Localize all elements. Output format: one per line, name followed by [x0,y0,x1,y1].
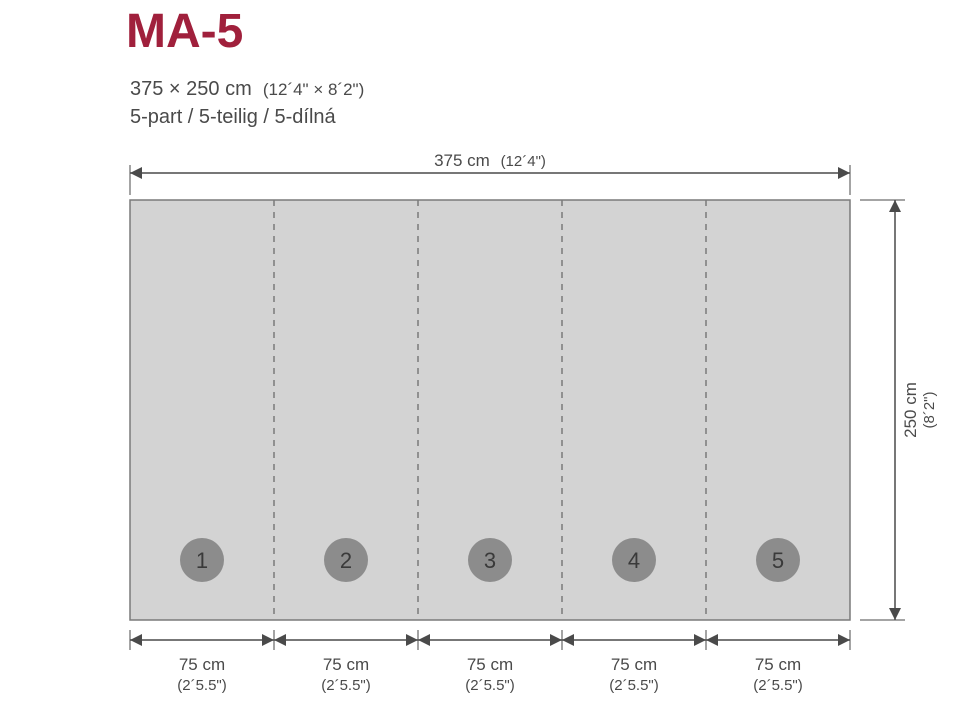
bottom-dim-imperial-2: (2´5.5") [321,677,371,694]
bottom-dim-imperial-4: (2´5.5") [609,677,659,694]
parts-description: 5-part / 5-teilig / 5-dílná [130,106,336,129]
bottom-dim-metric-3: 75 cm [467,655,513,674]
right-dimension-metric: 250 cm [901,382,920,438]
overall-dimensions-line: 375 × 250 cm (12´4" × 8´2") [130,78,364,101]
svg-text:1: 1 [196,548,208,573]
bottom-dim-imperial-3: (2´5.5") [465,677,515,694]
bottom-dim-imperial-5: (2´5.5") [753,677,803,694]
bottom-dim-metric-5: 75 cm [755,655,801,674]
svg-text:5: 5 [772,548,784,573]
overall-dimensions-imperial: (12´4" × 8´2") [263,80,364,99]
bottom-dim-metric-4: 75 cm [611,655,657,674]
panel-layout-diagram: 375 cm (12´4") 1 2 3 4 5 [60,145,940,705]
panel-number-2: 2 [324,538,368,582]
bottom-dim-imperial-1: (2´5.5") [177,677,227,694]
right-dimension-imperial: (8´2") [921,392,938,429]
bottom-dim-metric-1: 75 cm [179,655,225,674]
panel-number-4: 4 [612,538,656,582]
overall-dimensions-metric: 375 × 250 cm [130,78,252,100]
product-code-title: MA-5 [126,4,243,59]
svg-text:3: 3 [484,548,496,573]
panel-number-3: 3 [468,538,512,582]
svg-text:4: 4 [628,548,640,573]
top-dimension-label: 375 cm (12´4") [434,151,546,170]
svg-text:2: 2 [340,548,352,573]
bottom-dim-metric-2: 75 cm [323,655,369,674]
panel-number-1: 1 [180,538,224,582]
panel-number-5: 5 [756,538,800,582]
